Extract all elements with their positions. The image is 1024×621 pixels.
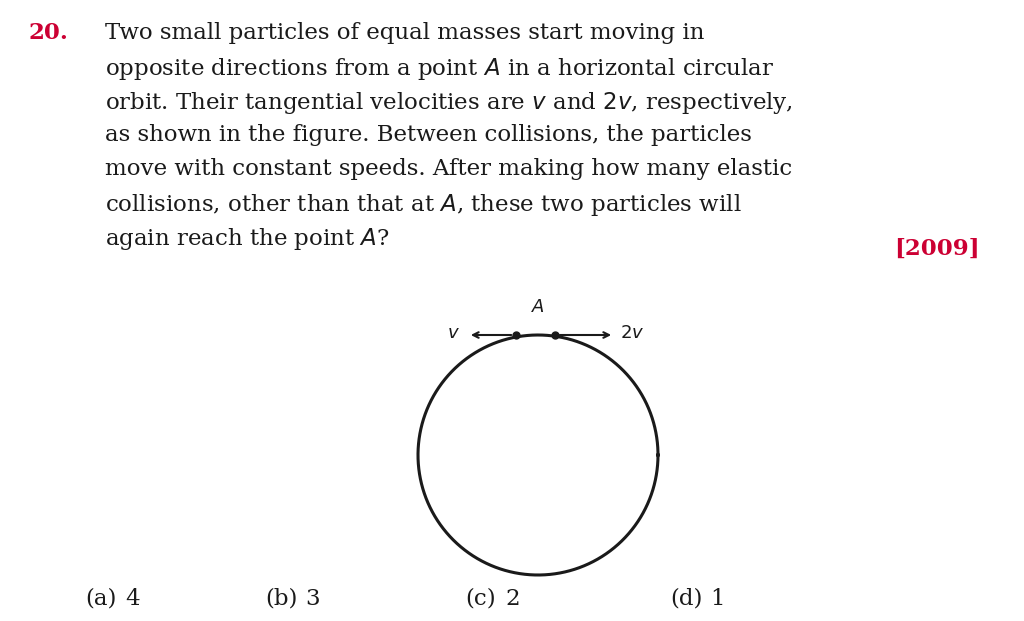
Text: 3: 3 — [305, 588, 319, 610]
Text: $A$: $A$ — [531, 298, 545, 316]
Text: (a): (a) — [85, 588, 117, 610]
Text: opposite directions from a point $A$ in a horizontal circular: opposite directions from a point $A$ in … — [105, 56, 774, 82]
Text: [2009]: [2009] — [894, 238, 980, 260]
Text: 1: 1 — [710, 588, 725, 610]
Text: again reach the point $A$?: again reach the point $A$? — [105, 226, 389, 252]
Text: Two small particles of equal masses start moving in: Two small particles of equal masses star… — [105, 22, 705, 44]
Text: collisions, other than that at $A$, these two particles will: collisions, other than that at $A$, thes… — [105, 192, 741, 218]
Text: (c): (c) — [465, 588, 496, 610]
Text: move with constant speeds. After making how many elastic: move with constant speeds. After making … — [105, 158, 793, 180]
Text: $2v$: $2v$ — [620, 324, 644, 342]
Text: 20.: 20. — [28, 22, 68, 44]
Text: (d): (d) — [670, 588, 702, 610]
Text: 4: 4 — [125, 588, 139, 610]
Text: (b): (b) — [265, 588, 297, 610]
Text: 2: 2 — [505, 588, 519, 610]
Text: $v$: $v$ — [447, 324, 460, 342]
Text: orbit. Their tangential velocities are $v$ and $2v$, respectively,: orbit. Their tangential velocities are $… — [105, 90, 793, 116]
Text: as shown in the figure. Between collisions, the particles: as shown in the figure. Between collisio… — [105, 124, 752, 146]
